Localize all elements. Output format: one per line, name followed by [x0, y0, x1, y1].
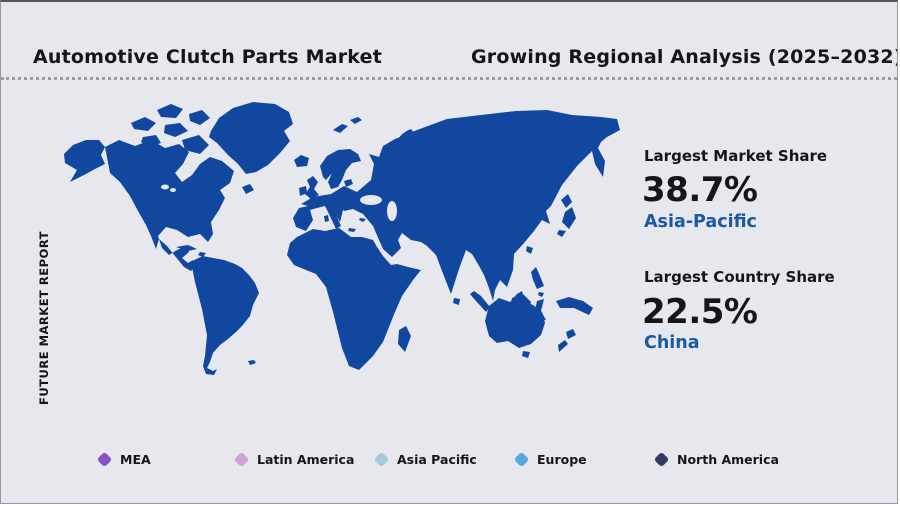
legend-item-latin-america: Latin America	[233, 449, 355, 469]
lake-great-1	[161, 184, 169, 190]
inland-seas	[161, 184, 397, 221]
stat-2-region: China	[644, 333, 700, 353]
legend-dot-latin-america	[233, 451, 250, 467]
sea-caspian	[387, 201, 397, 221]
stat-2-value: 22.5%	[642, 292, 758, 332]
legend-label-mea: MEA	[120, 451, 151, 467]
legend-item-asia-pacific: Asia Pacific	[373, 449, 477, 469]
landmasses	[64, 102, 620, 375]
lake-great-2	[170, 188, 176, 192]
legend-dot-north-america	[653, 451, 670, 467]
legend-label-asia-pacific: Asia Pacific	[397, 451, 477, 467]
legend-item-europe: Europe	[513, 449, 587, 469]
stat-2-label: Largest Country Share	[644, 268, 835, 286]
stat-1-region: Asia-Pacific	[644, 212, 757, 232]
island-taiwan	[526, 246, 533, 254]
island-madagascar	[398, 326, 411, 352]
stat-1-label: Largest Market Share	[644, 147, 828, 165]
legend-item-mea: MEA	[96, 449, 151, 469]
island-iceland	[294, 155, 309, 167]
legend-dot-europe	[513, 451, 530, 467]
island-greenland	[209, 102, 293, 174]
island-newfoundland	[242, 184, 254, 194]
legend-dot-mea	[96, 451, 113, 467]
world-map	[64, 102, 620, 375]
page-subtitle: Growing Regional Analysis (2025–2032)	[471, 46, 898, 68]
legend-label-europe: Europe	[537, 451, 587, 467]
legend-dot-asia-pacific	[373, 451, 390, 467]
page-title: Automotive Clutch Parts Market	[33, 46, 382, 68]
islands-japan	[557, 194, 576, 237]
continent-africa	[287, 228, 421, 370]
legend-item-north-america: North America	[653, 449, 779, 469]
region-scandinavia	[320, 149, 361, 189]
legend-label-latin-america: Latin America	[257, 451, 355, 467]
sea-black	[360, 195, 382, 205]
islands-philippines	[531, 267, 544, 297]
legend-label-north-america: North America	[677, 451, 779, 467]
islands-british	[299, 176, 319, 199]
continent-south-america	[192, 256, 259, 375]
dotted-separator	[1, 77, 897, 80]
islands-new-zealand	[558, 329, 576, 352]
brand-vertical-text: FUTURE MARKET REPORT	[37, 230, 51, 406]
continent-eurasia	[293, 110, 620, 301]
continent-alaska	[64, 140, 105, 182]
island-sri-lanka	[453, 298, 460, 305]
island-sakhalin	[553, 170, 560, 193]
islands-canadian-arctic	[131, 104, 210, 154]
islands-caribbean	[176, 245, 206, 257]
islands-mediterranean	[324, 215, 366, 238]
stat-1-value: 38.7%	[642, 170, 758, 210]
continent-australia	[485, 291, 545, 358]
islands-indonesia	[470, 291, 593, 325]
continent-north-america	[105, 140, 234, 271]
